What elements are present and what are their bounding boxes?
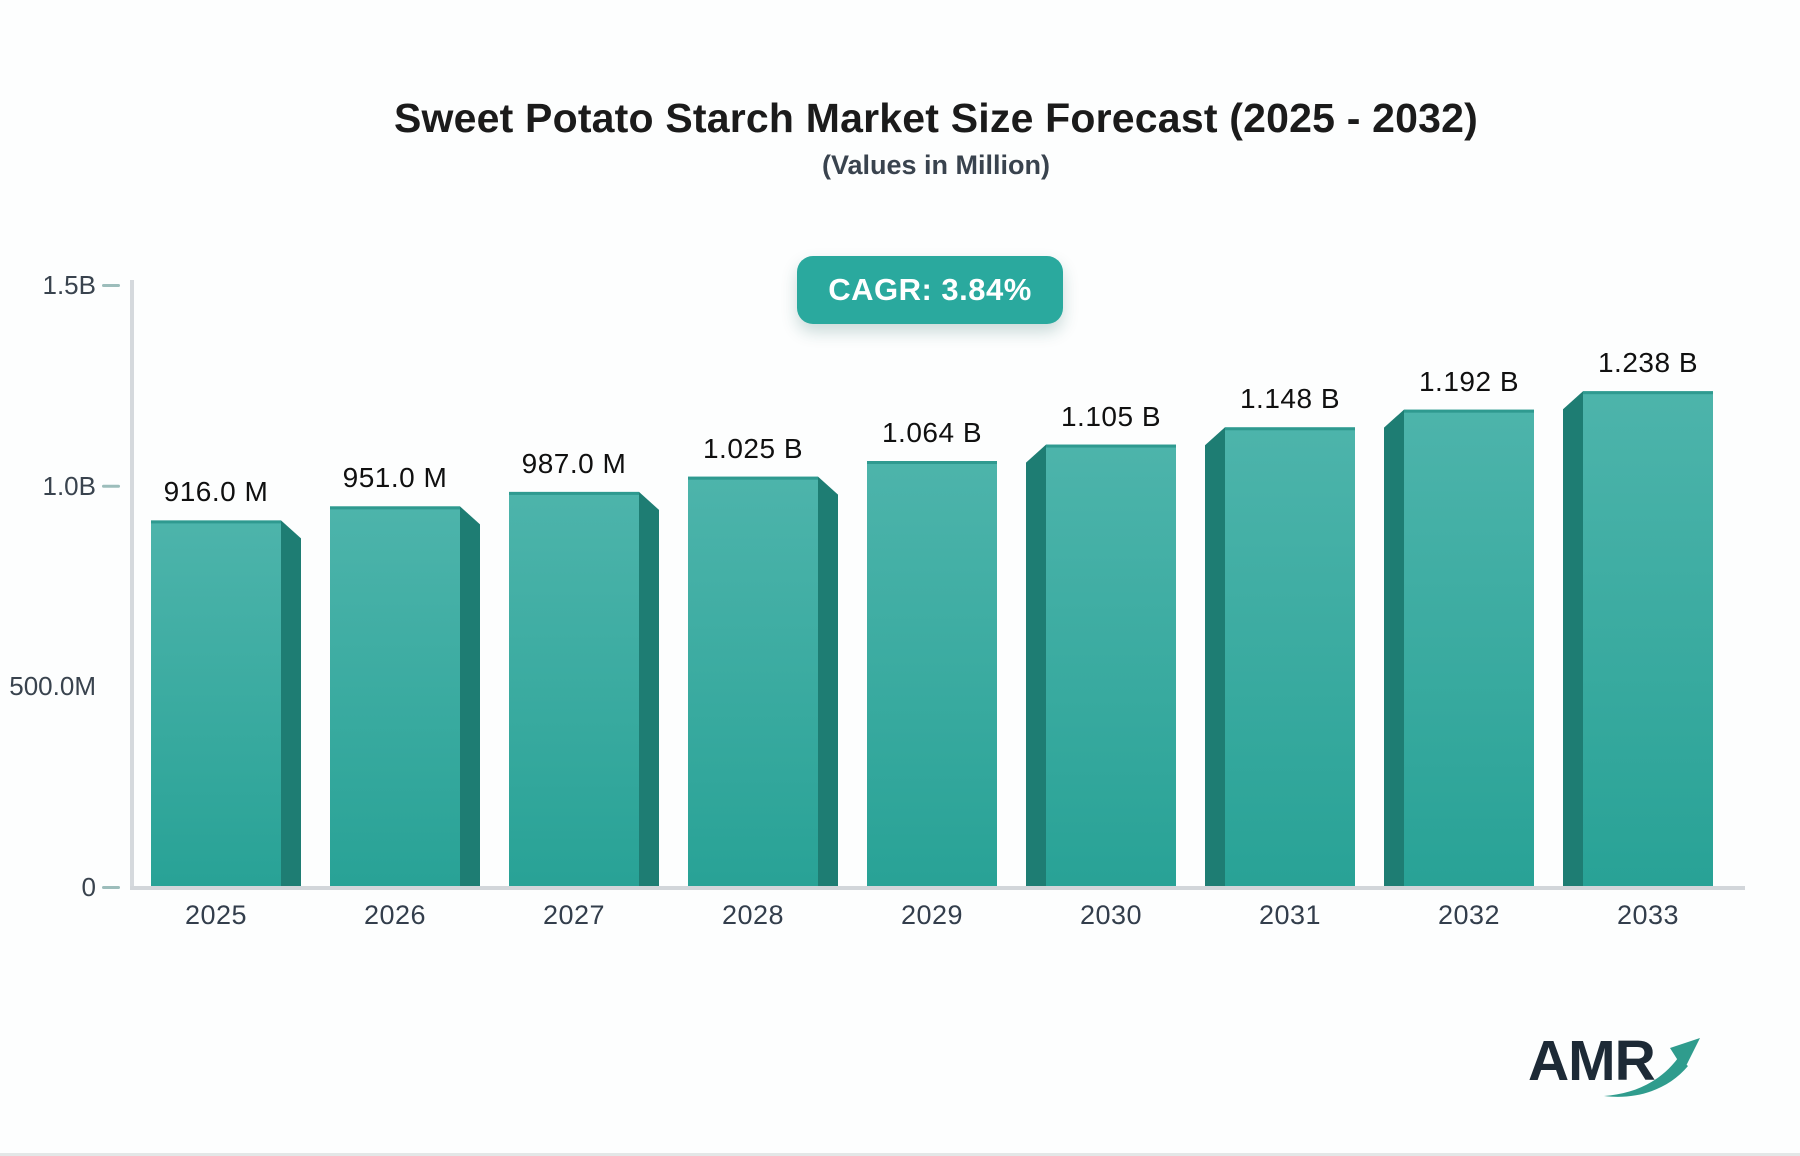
bar-value-label: 916.0 M — [163, 476, 269, 508]
x-axis-label: 2031 — [1258, 900, 1322, 930]
bar-side-face — [1563, 391, 1583, 888]
y-axis-tick-label: 500.0M — [9, 671, 96, 702]
bar-side-face — [818, 476, 838, 888]
bar-value-label: 951.0 M — [342, 462, 448, 494]
y-axis-tick-label: 1.0B — [42, 470, 97, 501]
bar-2030 — [1026, 444, 1176, 888]
bar-2026 — [330, 506, 480, 888]
y-axis-tick-dash — [102, 886, 120, 889]
bar-top-edge — [1046, 444, 1176, 448]
bar-side-face — [1205, 427, 1225, 888]
bar-value-label: 1.192 B — [1418, 365, 1520, 397]
bar-2025 — [151, 520, 301, 888]
x-axis-label: 2027 — [542, 900, 606, 930]
bar-top-edge — [151, 520, 281, 524]
amr-logo-text: AMR — [1528, 1029, 1656, 1093]
bar-value-label: 1.025 B — [702, 432, 804, 464]
bar-top-edge — [330, 506, 460, 510]
y-axis-tick-label: 1.5B — [42, 270, 97, 301]
y-axis-ticks — [102, 284, 120, 889]
x-axis-label: 2029 — [900, 900, 964, 930]
trend-up-arrow-icon — [1604, 1038, 1700, 1097]
bar-value-label: 1.238 B — [1597, 347, 1699, 379]
cagr-badge: CAGR: 3.84% — [797, 256, 1063, 324]
bar-side-face — [639, 491, 659, 888]
bar-top-edge — [509, 491, 639, 495]
bar-2028 — [688, 476, 838, 888]
bar-top-edge — [1404, 409, 1534, 413]
y-axis-tick-dash — [102, 284, 120, 288]
y-axis-tick-dash — [102, 484, 120, 488]
x-axis-label: 2028 — [721, 900, 785, 930]
bar-side-face — [1384, 409, 1404, 888]
x-axis-line — [130, 886, 1745, 890]
bar-side-face — [460, 506, 480, 888]
bar-front-face — [1046, 444, 1176, 888]
bars — [151, 391, 1713, 888]
bar-top-edge — [867, 461, 997, 465]
bar-front-face — [151, 520, 281, 888]
bar-front-face — [1404, 409, 1534, 888]
bar-top-edge — [688, 476, 818, 480]
bar-front-face — [1583, 391, 1713, 888]
bar-2031 — [1205, 427, 1355, 888]
bar-value-label: 1.148 B — [1239, 383, 1341, 415]
y-axis-line — [130, 280, 134, 890]
bar-2027 — [509, 491, 659, 888]
bottom-divider — [0, 1153, 1800, 1156]
bar-front-face — [1225, 427, 1355, 888]
y-axis-tick-label: 0 — [81, 872, 96, 902]
bar-value-label: 1.105 B — [1060, 400, 1162, 432]
bar-top-edge — [1225, 427, 1355, 431]
bar-front-face — [688, 476, 818, 888]
bar-front-face — [867, 461, 997, 888]
page-subtitle: (Values in Million) — [821, 150, 1051, 180]
x-axis-label: 2032 — [1437, 900, 1501, 930]
x-axis-label: 2026 — [363, 900, 427, 930]
bar-side-face — [1026, 444, 1046, 888]
x-axis-label: 2025 — [184, 900, 248, 930]
cagr-badge-label: CAGR: 3.84% — [828, 272, 1032, 307]
page-title: Sweet Potato Starch Market Size Forecast… — [393, 95, 1479, 141]
x-axis-label: 2030 — [1079, 900, 1143, 930]
bar-value-label: 1.064 B — [881, 417, 983, 449]
bar-2033 — [1563, 391, 1713, 888]
bar-front-face — [509, 491, 639, 888]
bar-value-label: 987.0 M — [521, 447, 627, 479]
x-axis-label: 2033 — [1616, 900, 1680, 930]
bar-2029 — [867, 461, 997, 888]
bar-front-face — [330, 506, 460, 888]
bar-side-face — [281, 520, 301, 888]
bar-top-edge — [1583, 391, 1713, 395]
bar-2032 — [1384, 409, 1534, 888]
